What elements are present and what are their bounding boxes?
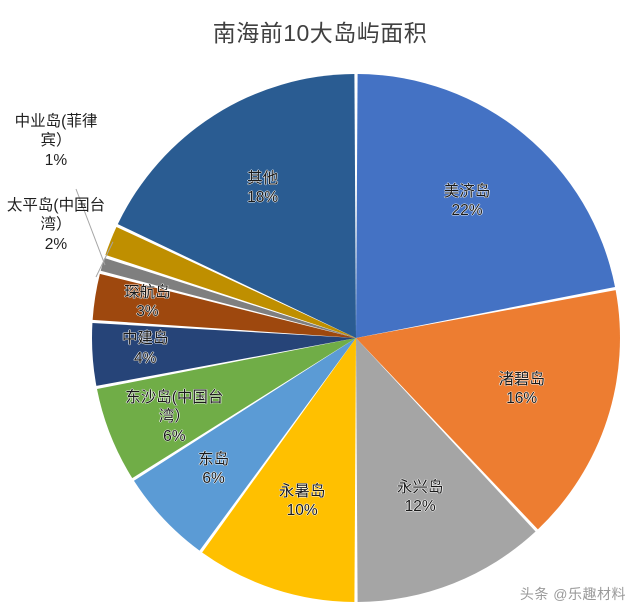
pie-slice[interactable]	[92, 273, 356, 338]
leader-lines-group	[75, 188, 114, 278]
label-leader-line	[75, 188, 106, 266]
pie-slice[interactable]	[105, 227, 357, 338]
pie-slice[interactable]	[356, 74, 616, 338]
watermark: 头条 @乐趣材料	[519, 586, 626, 602]
label-leader-line	[95, 241, 114, 278]
pie-slice[interactable]	[356, 290, 621, 530]
pie-slice[interactable]	[100, 257, 356, 338]
pie-slice[interactable]	[117, 74, 357, 338]
pie-slice[interactable]	[202, 338, 356, 602]
pie-slices-group	[92, 74, 621, 602]
pie-slice[interactable]	[96, 338, 356, 479]
pie-slice[interactable]	[92, 323, 356, 386]
chart-title: 南海前10大岛屿面积	[212, 20, 428, 46]
pie-slice[interactable]	[356, 338, 536, 602]
pie-slice[interactable]	[133, 338, 356, 551]
